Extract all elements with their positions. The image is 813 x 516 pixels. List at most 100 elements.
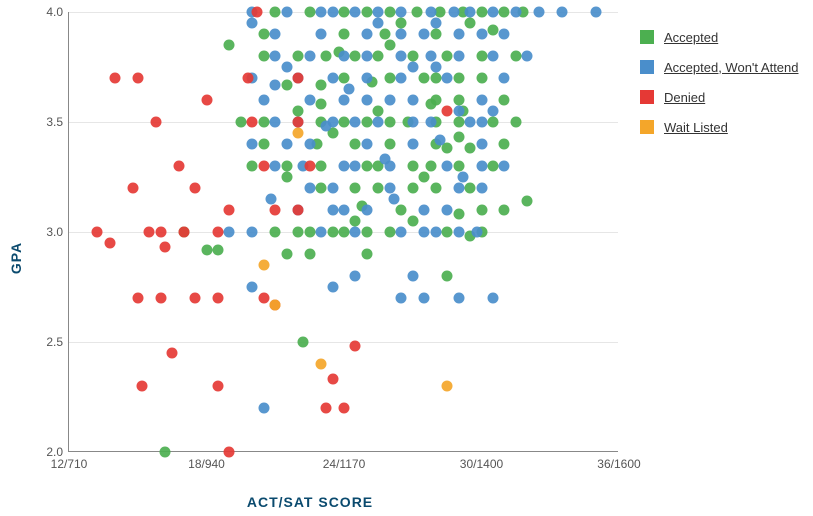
data-point (458, 172, 469, 183)
data-point (160, 447, 171, 458)
data-point (270, 79, 281, 90)
legend-item[interactable]: Accepted (640, 22, 799, 52)
data-point (224, 447, 235, 458)
legend-item[interactable]: Denied (640, 82, 799, 112)
data-point (350, 216, 361, 227)
data-point (407, 271, 418, 282)
data-point (384, 227, 395, 238)
data-point (350, 341, 361, 352)
data-point (339, 95, 350, 106)
data-point (339, 7, 350, 18)
data-point (167, 348, 178, 359)
data-point (316, 79, 327, 90)
data-point (373, 117, 384, 128)
data-point (426, 161, 437, 172)
legend-swatch (640, 90, 654, 104)
data-point (380, 29, 391, 40)
data-point (419, 227, 430, 238)
data-point (281, 7, 292, 18)
data-point (453, 73, 464, 84)
data-point (396, 205, 407, 216)
data-point (442, 227, 453, 238)
data-point (327, 227, 338, 238)
data-point (293, 205, 304, 216)
data-point (212, 293, 223, 304)
data-point (430, 227, 441, 238)
data-point (471, 227, 482, 238)
data-point (361, 117, 372, 128)
data-point (242, 73, 253, 84)
data-point (350, 51, 361, 62)
y-axis-title: GPA (8, 242, 24, 274)
data-point (510, 51, 521, 62)
data-point (361, 139, 372, 150)
data-point (304, 7, 315, 18)
data-point (419, 293, 430, 304)
data-point (327, 205, 338, 216)
data-point (91, 227, 102, 238)
data-point (304, 249, 315, 260)
data-point (510, 117, 521, 128)
legend-swatch (640, 30, 654, 44)
data-point (430, 18, 441, 29)
data-point (442, 73, 453, 84)
data-point (453, 95, 464, 106)
data-point (258, 95, 269, 106)
legend-item[interactable]: Accepted, Won't Attend (640, 52, 799, 82)
data-point (212, 244, 223, 255)
data-point (160, 242, 171, 253)
data-point (384, 7, 395, 18)
legend-label: Wait Listed (664, 120, 728, 135)
plot-area: 2.02.53.03.54.012/71018/94024/117030/140… (68, 12, 618, 452)
data-point (453, 106, 464, 117)
data-point (499, 205, 510, 216)
legend-swatch (640, 60, 654, 74)
data-point (247, 18, 258, 29)
legend-label: Denied (664, 90, 705, 105)
data-point (435, 134, 446, 145)
data-point (476, 29, 487, 40)
data-point (361, 51, 372, 62)
data-point (499, 139, 510, 150)
y-tick-label: 3.0 (46, 225, 69, 239)
data-point (476, 73, 487, 84)
data-point (212, 227, 223, 238)
data-point (556, 7, 567, 18)
data-point (350, 227, 361, 238)
data-point (384, 95, 395, 106)
data-point (361, 73, 372, 84)
data-point (258, 139, 269, 150)
x-tick-label: 12/710 (51, 451, 88, 471)
data-point (591, 7, 602, 18)
data-point (350, 117, 361, 128)
data-point (339, 117, 350, 128)
y-tick-label: 3.5 (46, 115, 69, 129)
data-point (384, 40, 395, 51)
data-point (270, 29, 281, 40)
data-point (396, 227, 407, 238)
data-point (407, 139, 418, 150)
data-point (442, 143, 453, 154)
data-point (293, 128, 304, 139)
data-point (419, 29, 430, 40)
data-point (258, 117, 269, 128)
data-point (265, 194, 276, 205)
gridline (69, 342, 618, 343)
data-point (132, 73, 143, 84)
data-point (190, 293, 201, 304)
data-point (151, 117, 162, 128)
data-point (419, 205, 430, 216)
data-point (453, 293, 464, 304)
data-point (453, 183, 464, 194)
data-point (258, 161, 269, 172)
data-point (339, 73, 350, 84)
data-point (412, 7, 423, 18)
data-point (293, 106, 304, 117)
data-point (155, 227, 166, 238)
y-tick-label: 4.0 (46, 5, 69, 19)
data-point (270, 117, 281, 128)
data-point (270, 299, 281, 310)
data-point (316, 29, 327, 40)
data-point (155, 293, 166, 304)
legend-item[interactable]: Wait Listed (640, 112, 799, 142)
